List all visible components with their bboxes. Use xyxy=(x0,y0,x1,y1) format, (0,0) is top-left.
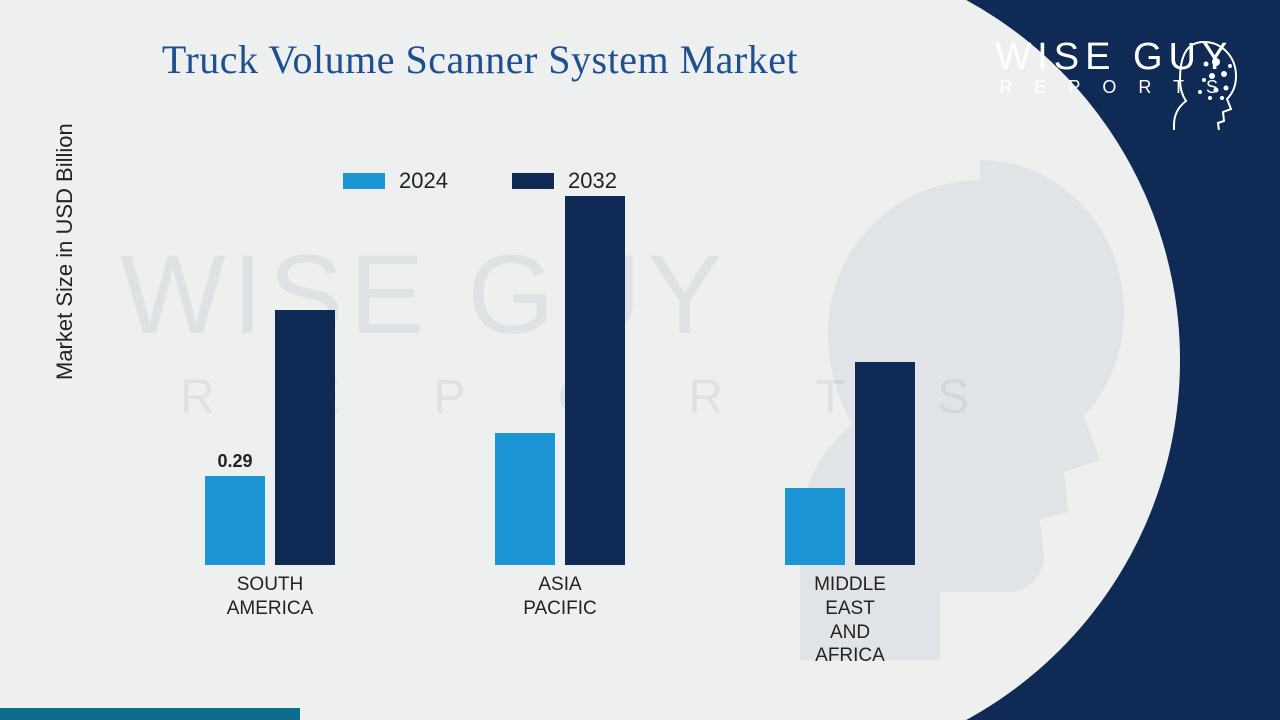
bar-group: MIDDLEEASTANDAFRICA xyxy=(785,165,915,565)
bar xyxy=(205,476,265,565)
category-label: SOUTHAMERICA xyxy=(190,573,350,621)
brand-head-icon xyxy=(1166,40,1246,130)
brand-logo: WISE GUY REPORTS xyxy=(995,36,1240,98)
bar xyxy=(855,362,915,565)
canvas: WISE GUY R E P O R T S Truck Volume Scan… xyxy=(0,0,1280,720)
chart-title: Truck Volume Scanner System Market xyxy=(0,36,960,83)
category-label: ASIAPACIFIC xyxy=(480,573,640,621)
plot-area: 0.29SOUTHAMERICA ASIAPACIFIC MIDDLEEASTAND… xyxy=(190,165,930,565)
category-label: MIDDLEEASTANDAFRICA xyxy=(770,573,930,668)
bar-group: 0.29SOUTHAMERICA xyxy=(205,165,335,565)
footer-accent-bar xyxy=(0,708,300,720)
bar-group: ASIAPACIFIC xyxy=(495,165,625,565)
y-axis-label: Market Size in USD Billion xyxy=(52,123,78,380)
bar xyxy=(785,488,845,565)
bar-value-label: 0.29 xyxy=(211,451,259,472)
bar xyxy=(495,433,555,565)
bar xyxy=(275,310,335,565)
bar xyxy=(565,196,625,565)
